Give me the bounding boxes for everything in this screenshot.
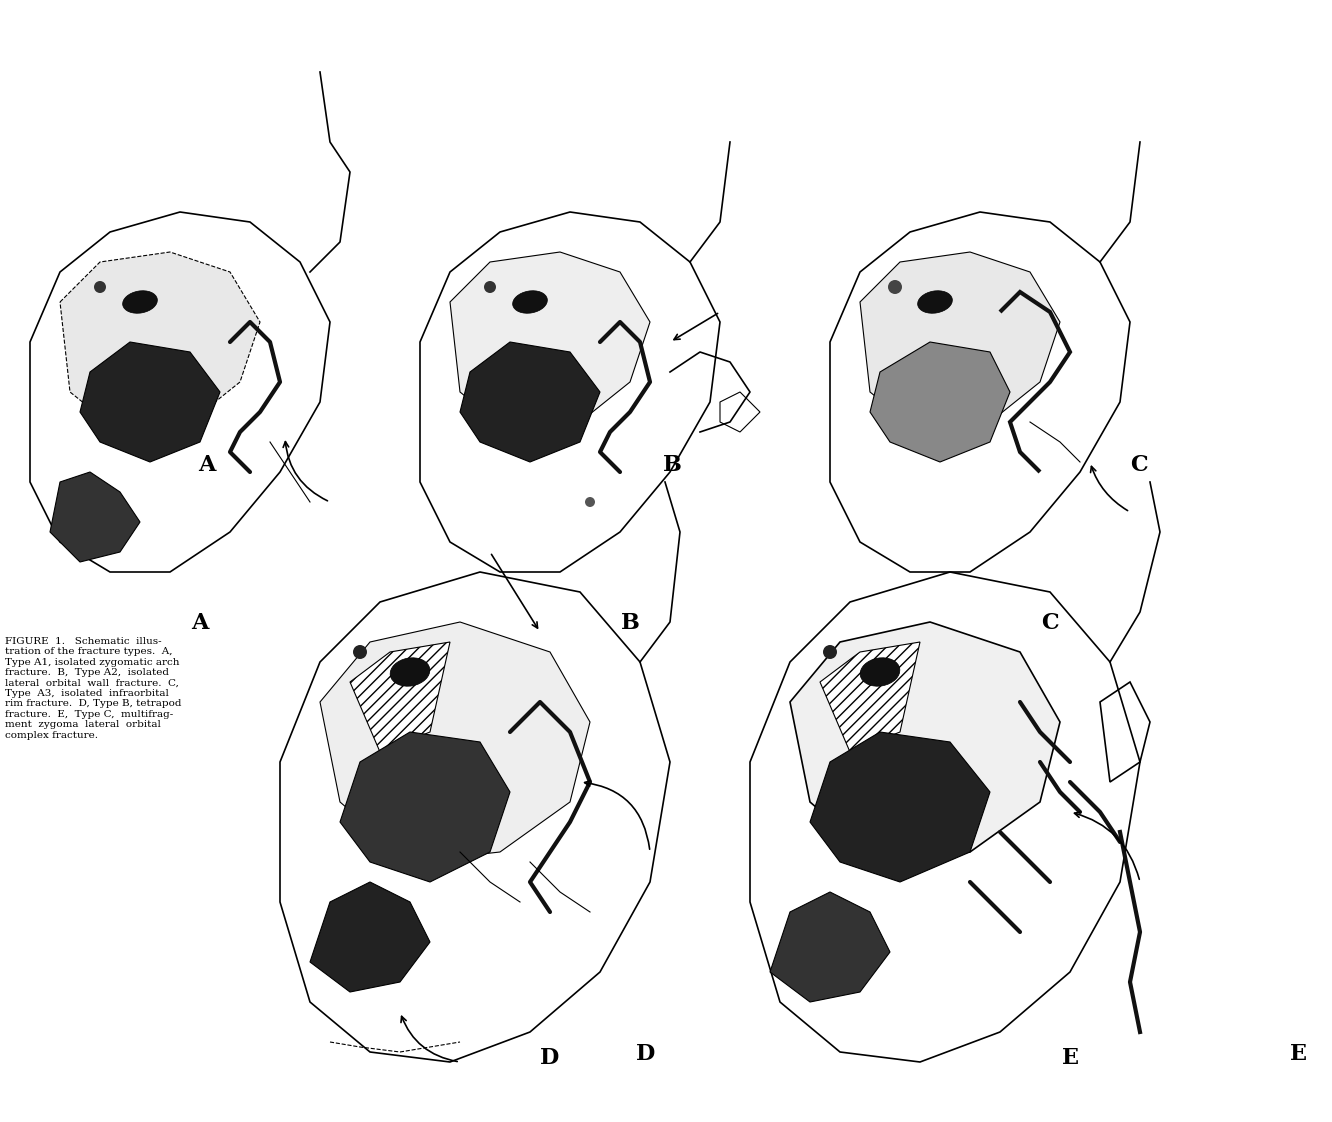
Ellipse shape bbox=[390, 657, 430, 687]
Polygon shape bbox=[340, 732, 510, 882]
Polygon shape bbox=[860, 252, 1060, 432]
Text: D: D bbox=[637, 1043, 655, 1066]
Circle shape bbox=[823, 645, 836, 659]
Text: E: E bbox=[1062, 1047, 1079, 1069]
Text: C: C bbox=[1130, 454, 1148, 477]
Circle shape bbox=[353, 645, 368, 659]
Ellipse shape bbox=[123, 291, 157, 313]
Text: D: D bbox=[541, 1047, 559, 1069]
Polygon shape bbox=[810, 732, 990, 882]
Text: B: B bbox=[621, 611, 639, 634]
Text: B: B bbox=[663, 454, 682, 477]
Text: C: C bbox=[1042, 611, 1059, 634]
Polygon shape bbox=[770, 892, 890, 1002]
Polygon shape bbox=[60, 252, 260, 432]
Polygon shape bbox=[460, 342, 599, 462]
Text: A: A bbox=[192, 611, 209, 634]
Circle shape bbox=[484, 280, 496, 293]
Text: FIGURE  1.   Schematic  illus-
tration of the fracture types.  A,
Type A1, isola: FIGURE 1. Schematic illus- tration of th… bbox=[5, 637, 181, 739]
Circle shape bbox=[95, 280, 107, 293]
Polygon shape bbox=[80, 342, 220, 462]
Circle shape bbox=[888, 280, 902, 294]
Polygon shape bbox=[790, 622, 1060, 862]
Ellipse shape bbox=[918, 291, 952, 313]
Ellipse shape bbox=[513, 291, 547, 313]
Polygon shape bbox=[450, 252, 650, 432]
Circle shape bbox=[585, 497, 595, 507]
Text: E: E bbox=[1291, 1043, 1307, 1066]
Polygon shape bbox=[821, 642, 920, 752]
Polygon shape bbox=[51, 472, 140, 562]
Polygon shape bbox=[870, 342, 1010, 462]
Polygon shape bbox=[310, 882, 430, 992]
Ellipse shape bbox=[860, 657, 900, 687]
Polygon shape bbox=[350, 642, 450, 752]
Polygon shape bbox=[320, 622, 590, 862]
Text: A: A bbox=[197, 454, 216, 477]
